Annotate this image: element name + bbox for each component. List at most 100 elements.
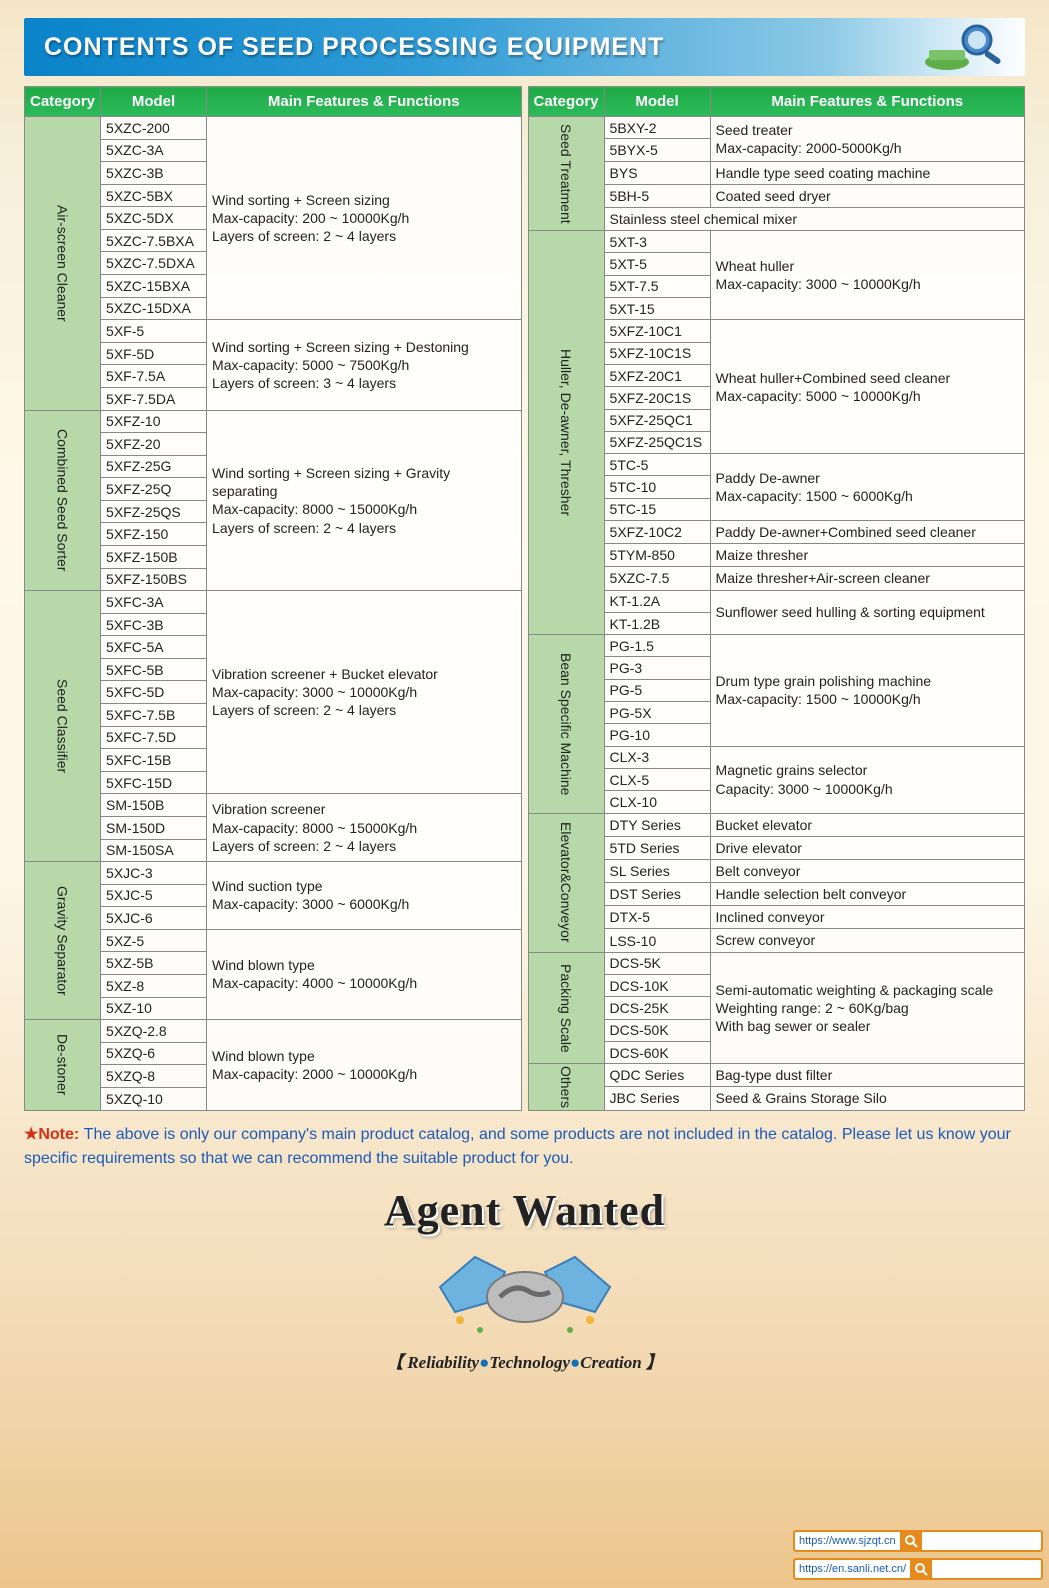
feature-cell: Maize thresher+Air-screen cleaner	[710, 567, 1024, 590]
model-cell: 5XF-7.5DA	[101, 387, 207, 410]
col-features: Main Features & Functions	[207, 87, 521, 117]
table-row: Air-screen Cleaner5XZC-200Wind sorting +…	[25, 117, 522, 140]
model-cell: 5XZ-8	[101, 974, 207, 997]
feature-cell: Seed treater Max-capacity: 2000-5000Kg/h	[710, 117, 1024, 162]
model-cell: 5XF-5D	[101, 342, 207, 365]
model-cell: 5BYX-5	[604, 139, 710, 161]
model-cell: 5XFZ-20C1	[604, 364, 710, 386]
model-cell: 5XZC-200	[101, 117, 207, 140]
feature-cell: Wind blown type Max-capacity: 4000 ~ 100…	[207, 929, 521, 1019]
model-cell: 5XFZ-150	[101, 523, 207, 546]
model-cell: KT-1.2B	[604, 612, 710, 634]
search-icon[interactable]	[900, 1530, 922, 1552]
category-cell: Combined Seed Sorter	[25, 410, 101, 591]
model-cell: 5XT-5	[604, 253, 710, 275]
model-cell: DTX-5	[604, 906, 710, 929]
feature-cell: Wind sorting + Screen sizing + Destoning…	[207, 320, 521, 410]
source-badge-1[interactable]: https://www.sjzqt.cn	[793, 1530, 1043, 1552]
model-cell: 5XFZ-10C1	[604, 320, 710, 342]
model-cell: 5XFC-5B	[101, 658, 207, 681]
table-row: Gravity Separator5XJC-3Wind suction type…	[25, 862, 522, 885]
model-cell: 5XFZ-150BS	[101, 568, 207, 591]
model-cell: 5XJC-3	[101, 862, 207, 885]
feature-cell: Maize thresher	[710, 544, 1024, 567]
handshake-icon	[420, 1242, 630, 1337]
model-cell: 5XZQ-10	[101, 1087, 207, 1110]
feature-cell: Semi-automatic weighting & packaging sca…	[710, 952, 1024, 1063]
model-cell: 5XFC-3A	[101, 591, 207, 614]
model-cell: 5TYM-850	[604, 544, 710, 567]
model-cell: 5XFZ-25G	[101, 455, 207, 478]
col-model: Model	[604, 87, 710, 117]
feature-cell: Drive elevator	[710, 836, 1024, 859]
category-cell: Gravity Separator	[25, 862, 101, 1020]
table-row: OthersQDC SeriesBag-type dust filter	[528, 1064, 1025, 1087]
category-cell: Others	[528, 1064, 604, 1110]
table-row: De-stoner5XZQ-2.8Wind blown type Max-cap…	[25, 1020, 522, 1043]
model-cell: DCS-25K	[604, 997, 710, 1019]
model-cell: 5XF-5	[101, 320, 207, 343]
model-cell: 5XZ-5B	[101, 952, 207, 975]
col-model: Model	[101, 87, 207, 117]
category-cell: Seed Treatment	[528, 117, 604, 231]
model-cell: DTY Series	[604, 813, 710, 836]
model-cell: 5XZC-7.5BXA	[101, 229, 207, 252]
feature-cell: Vibration screener + Bucket elevator Max…	[207, 591, 521, 794]
model-cell: 5TD Series	[604, 836, 710, 859]
feature-cell: Handle type seed coating machine	[710, 161, 1024, 184]
feature-cell: Wind blown type Max-capacity: 2000 ~ 100…	[207, 1020, 521, 1110]
model-cell: 5XFC-5D	[101, 681, 207, 704]
model-cell: 5XFZ-10C1S	[604, 342, 710, 364]
feature-cell: Coated seed dryer	[710, 184, 1024, 207]
feature-cell: Handle selection belt conveyor	[710, 883, 1024, 906]
feature-cell: Wind sorting + Screen sizing Max-capacit…	[207, 117, 521, 320]
table-row: Elevator&ConveyorDTY SeriesBucket elevat…	[528, 813, 1025, 836]
search-icon[interactable]	[910, 1558, 932, 1580]
model-cell: SL Series	[604, 859, 710, 882]
feature-cell: Wind suction type Max-capacity: 3000 ~ 6…	[207, 862, 521, 930]
feature-cell: Sunflower seed hulling & sorting equipme…	[710, 590, 1024, 635]
feature-cell: Screw conveyor	[710, 929, 1024, 952]
model-cell: 5XZC-3B	[101, 162, 207, 185]
model-cell: DCS-60K	[604, 1041, 710, 1063]
feature-cell: Wind sorting + Screen sizing + Gravity s…	[207, 410, 521, 591]
model-cell: BYS	[604, 161, 710, 184]
model-cell: 5XZQ-6	[101, 1042, 207, 1065]
model-cell: 5XJC-5	[101, 884, 207, 907]
category-cell: Elevator&Conveyor	[528, 813, 604, 952]
model-cell: DCS-5K	[604, 952, 710, 974]
model-cell: PG-5	[604, 679, 710, 701]
model-cell: SM-150D	[101, 816, 207, 839]
feature-cell: Bucket elevator	[710, 813, 1024, 836]
model-cell: 5XFC-5A	[101, 636, 207, 659]
feature-cell: Paddy De-awner Max-capacity: 1500 ~ 6000…	[710, 454, 1024, 521]
model-cell: 5XT-3	[604, 231, 710, 253]
note-body: The above is only our company's main pro…	[24, 1126, 1011, 1167]
left-table: Category Model Main Features & Functions…	[24, 86, 522, 1111]
model-cell: 5XZ-5	[101, 929, 207, 952]
model-cell: 5XFZ-10C2	[604, 521, 710, 544]
model-cell: DCS-10K	[604, 974, 710, 996]
source-badge-2[interactable]: https://en.sanli.net.cn/	[793, 1558, 1043, 1580]
model-cell: QDC Series	[604, 1064, 710, 1087]
model-cell: 5XFC-15B	[101, 749, 207, 772]
feature-cell: Wheat huller Max-capacity: 3000 ~ 10000K…	[710, 231, 1024, 320]
model-cell: DCS-50K	[604, 1019, 710, 1041]
source-url-1: https://www.sjzqt.cn	[799, 1535, 896, 1547]
category-cell: Huller, De-awner, Thresher	[528, 231, 604, 635]
model-cell: 5XZC-7.5DXA	[101, 252, 207, 275]
right-table: Category Model Main Features & Functions…	[528, 86, 1026, 1111]
category-cell: Air-screen Cleaner	[25, 117, 101, 411]
model-cell: 5TC-10	[604, 476, 710, 498]
tagline: 【 Reliability●Technology●Creation 】	[0, 1348, 1049, 1373]
model-cell: PG-1.5	[604, 635, 710, 657]
feature-cell: Magnetic grains selector Capacity: 3000 …	[710, 746, 1024, 813]
note-star: ★Note:	[24, 1126, 84, 1143]
model-cell: 5XFZ-25QC1	[604, 409, 710, 431]
model-cell: CLX-3	[604, 746, 710, 768]
title-bar: CONTENTS OF SEED PROCESSING EQUIPMENT	[24, 18, 1025, 76]
model-cell: PG-5X	[604, 702, 710, 724]
model-cell: 5XZC-15BXA	[101, 275, 207, 298]
feature-cell: Belt conveyor	[710, 859, 1024, 882]
model-cell: 5XFC-7.5B	[101, 704, 207, 727]
